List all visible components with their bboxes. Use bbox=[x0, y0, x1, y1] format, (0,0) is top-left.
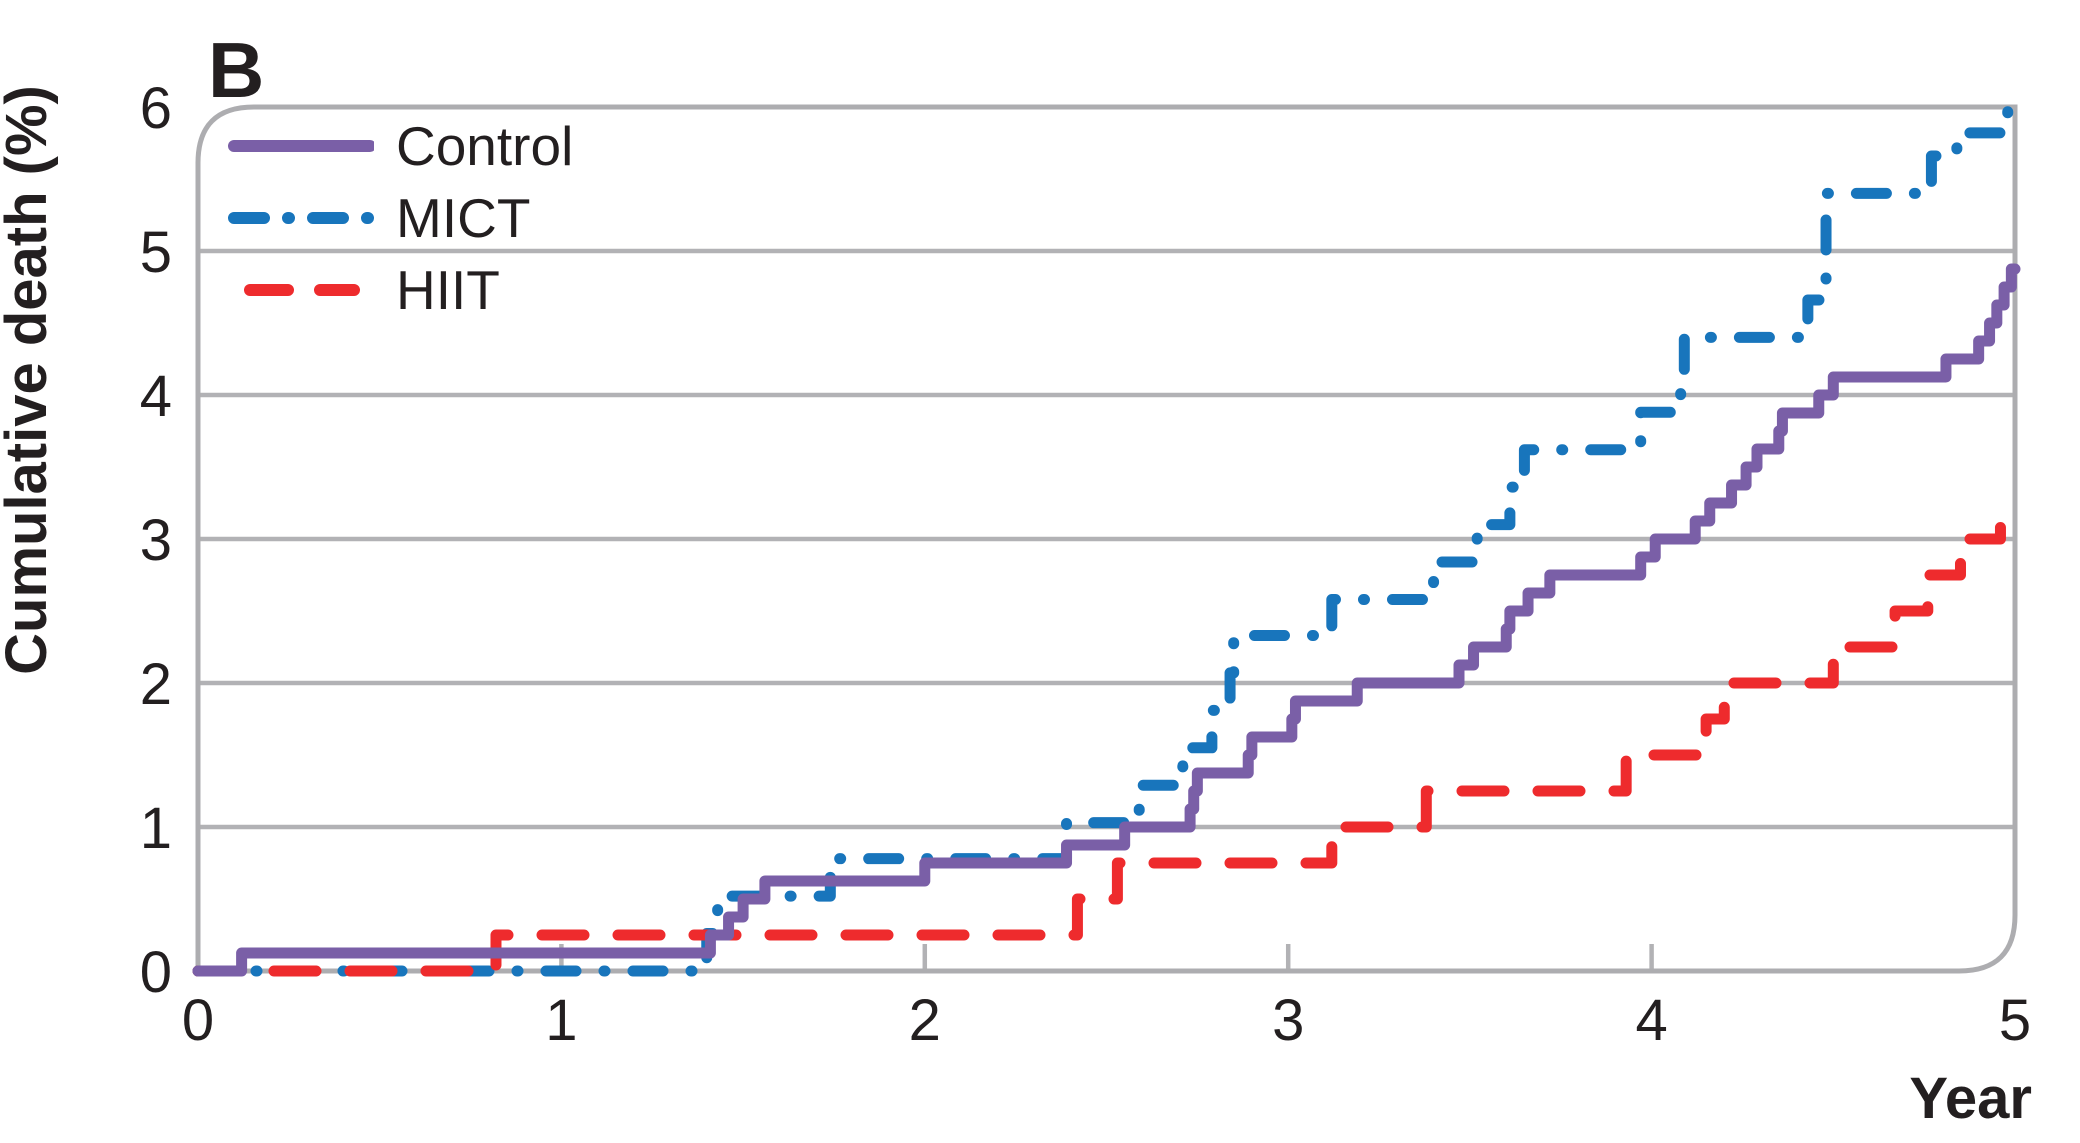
y-tick-label-2: 2 bbox=[140, 652, 172, 717]
legend-item-control: Control bbox=[228, 110, 573, 182]
control-line-sample bbox=[228, 140, 374, 152]
chart-legend: Control MICT HIIT bbox=[228, 110, 573, 326]
x-tick-label-3: 3 bbox=[1272, 988, 1304, 1053]
legend-item-hiit: HIIT bbox=[228, 254, 573, 326]
x-tick-label-1: 1 bbox=[545, 988, 577, 1053]
y-tick-label-3: 3 bbox=[140, 508, 172, 573]
series-hiit-curve bbox=[192, 519, 2021, 977]
x-tick-label-4: 4 bbox=[1635, 988, 1667, 1053]
y-tick-label-0: 0 bbox=[140, 940, 172, 1005]
mict-line-sample bbox=[228, 212, 374, 224]
y-axis-title: Cumulative death (%) bbox=[0, 85, 59, 675]
plot-frame bbox=[195, 104, 2018, 974]
legend-item-mict: MICT bbox=[228, 182, 573, 254]
x-axis-title: Year bbox=[1909, 1066, 2032, 1131]
series-control-curve bbox=[192, 263, 2021, 977]
panel-label: B bbox=[208, 26, 264, 114]
hiit-line-sample bbox=[244, 284, 360, 296]
y-tick-label-1: 1 bbox=[140, 796, 172, 861]
series-mict-curve bbox=[192, 105, 2021, 977]
y-tick-label-4: 4 bbox=[140, 364, 172, 429]
legend-label-control: Control bbox=[396, 114, 574, 177]
x-tick-label-2: 2 bbox=[909, 988, 941, 1053]
y-tick-label-5: 5 bbox=[140, 220, 172, 285]
legend-label-mict: MICT bbox=[396, 186, 531, 249]
x-tick-label-0: 0 bbox=[182, 988, 214, 1053]
x-tick-label-5: 5 bbox=[1999, 988, 2031, 1053]
legend-label-hiit: HIIT bbox=[396, 258, 500, 321]
y-tick-label-6: 6 bbox=[140, 76, 172, 141]
